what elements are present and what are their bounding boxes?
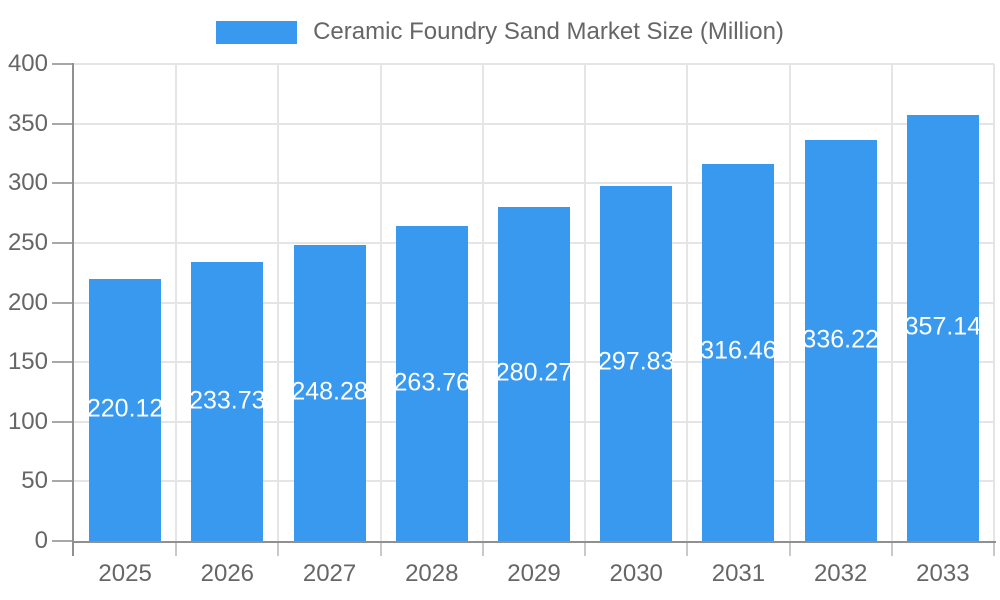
bar-2032[interactable]: 336.22 [802, 140, 879, 541]
y-tick-mark-0 [52, 540, 72, 542]
x-tick-label-2028: 2028 [405, 560, 459, 587]
x-tick-mark-4 [481, 543, 484, 556]
gridline-horizontal-300 [74, 182, 994, 185]
bar-value-label-2033: 357.14 [904, 312, 982, 341]
x-tick-label-2025: 2025 [98, 560, 152, 587]
x-tick-mark-9 [993, 543, 995, 556]
y-tick-mark-200 [52, 301, 72, 304]
x-tick-label-2029: 2029 [507, 560, 561, 587]
x-tick-mark-8 [890, 543, 893, 556]
bar-value-label-2032: 336.22 [802, 324, 879, 353]
bar-value-label-2028: 263.76 [393, 368, 470, 397]
gridline-vertical-6 [686, 64, 689, 541]
bar-2027[interactable]: 248.28 [291, 244, 368, 541]
gridline-vertical-2 [277, 64, 280, 541]
x-tick-mark-5 [584, 543, 587, 556]
bar-value-label-2027: 248.28 [291, 377, 368, 406]
x-tick-label-2026: 2026 [200, 560, 255, 587]
gridline-vertical-9 [993, 64, 995, 541]
x-tick-mark-3 [379, 543, 382, 556]
y-tick-label-400: 400 [7, 50, 48, 77]
y-tick-mark-350 [52, 122, 72, 125]
x-tick-label-2033: 2033 [916, 560, 970, 587]
y-tick-mark-50 [52, 480, 72, 483]
x-tick-mark-2 [277, 543, 280, 556]
y-tick-label-150: 150 [7, 348, 48, 376]
gridline-vertical-5 [584, 64, 587, 541]
bar-value-label-2029: 280.27 [495, 358, 573, 387]
y-tick-label-0: 0 [34, 527, 48, 554]
y-tick-label-100: 100 [7, 407, 48, 435]
gridline-horizontal-350 [74, 122, 994, 125]
bar-2031[interactable]: 316.46 [700, 163, 777, 541]
x-tick-mark-1 [175, 543, 178, 556]
gridline-vertical-7 [788, 64, 791, 541]
gridline-vertical-4 [481, 64, 484, 541]
bar-2029[interactable]: 280.27 [495, 206, 573, 541]
gridline-vertical-3 [379, 64, 382, 541]
gridline-horizontal-400 [74, 63, 994, 65]
bar-2030[interactable]: 297.83 [597, 185, 675, 541]
x-tick-mark-7 [788, 543, 791, 556]
bar-2025[interactable]: 220.12 [86, 278, 164, 541]
y-tick-mark-300 [52, 182, 72, 185]
bar-value-label-2031: 316.46 [700, 336, 777, 365]
bar-value-label-2025: 220.12 [86, 394, 164, 423]
x-axis-line [72, 541, 996, 543]
y-axis-line [72, 63, 74, 556]
x-tick-label-2030: 2030 [609, 560, 663, 587]
y-tick-mark-250 [52, 241, 72, 244]
y-tick-label-200: 200 [7, 288, 48, 316]
legend-swatch [216, 20, 298, 44]
y-tick-label-300: 300 [7, 169, 48, 197]
x-tick-label-2027: 2027 [302, 560, 357, 587]
bar-2026[interactable]: 233.73 [189, 262, 266, 541]
x-tick-label-2032: 2032 [813, 560, 868, 587]
x-tick-mark-6 [686, 543, 689, 556]
bar-value-label-2026: 233.73 [189, 385, 266, 414]
chart-legend[interactable]: Ceramic Foundry Sand Market Size (Millio… [0, 18, 1000, 46]
bar-2028[interactable]: 263.76 [393, 226, 470, 541]
bar-2033[interactable]: 357.14 [904, 115, 982, 541]
y-tick-mark-100 [52, 420, 72, 423]
legend-label: Ceramic Foundry Sand Market Size (Millio… [313, 18, 784, 45]
y-tick-label-350: 350 [7, 109, 48, 137]
y-tick-mark-150 [52, 361, 72, 364]
x-tick-label-2031: 2031 [711, 560, 766, 587]
gridline-vertical-1 [175, 64, 178, 541]
bar-value-label-2030: 297.83 [597, 347, 675, 376]
y-tick-label-50: 50 [21, 467, 48, 495]
y-tick-label-250: 250 [7, 228, 48, 256]
y-tick-mark-400 [52, 63, 72, 65]
gridline-vertical-8 [890, 64, 893, 541]
